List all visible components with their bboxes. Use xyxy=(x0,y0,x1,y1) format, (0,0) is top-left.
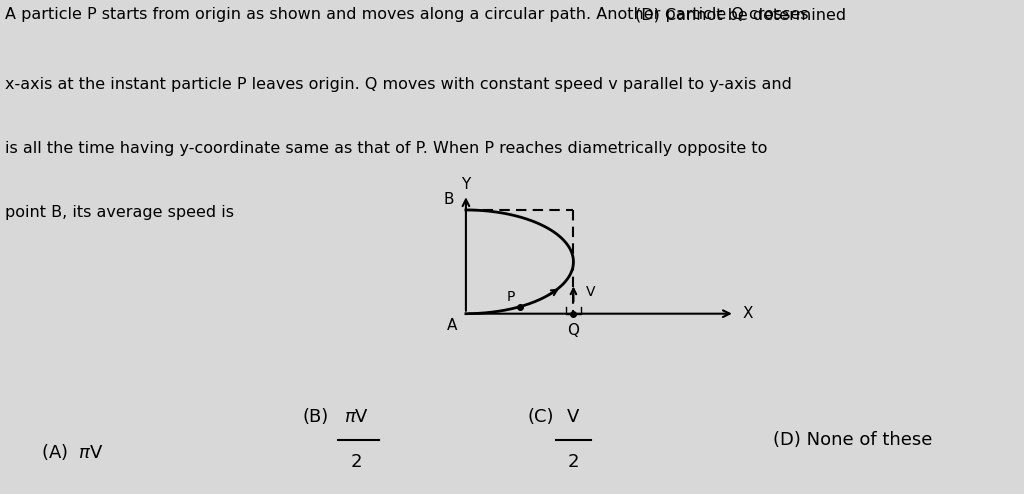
Text: Y: Y xyxy=(461,177,471,192)
Text: point B, its average speed is: point B, its average speed is xyxy=(5,205,234,220)
Text: x-axis at the instant particle P leaves origin. Q moves with constant speed v pa: x-axis at the instant particle P leaves … xyxy=(5,77,792,91)
Text: $\pi$V: $\pi$V xyxy=(344,409,369,426)
Text: (A)  $\pi$V: (A) $\pi$V xyxy=(41,442,103,462)
Text: B: B xyxy=(443,193,454,207)
Text: (D) None of these: (D) None of these xyxy=(773,431,933,449)
Text: is all the time having y-coordinate same as that of P. When P reaches diametrica: is all the time having y-coordinate same… xyxy=(5,141,768,156)
Text: V: V xyxy=(586,285,595,299)
Text: V: V xyxy=(567,409,580,426)
Text: Q: Q xyxy=(567,323,580,337)
Text: 2: 2 xyxy=(350,453,362,471)
Text: (B): (B) xyxy=(302,409,329,426)
Text: A: A xyxy=(447,318,458,332)
Text: (C): (C) xyxy=(527,409,554,426)
Text: 2: 2 xyxy=(567,453,580,471)
Text: A particle P starts from origin as shown and moves along a circular path. Anothe: A particle P starts from origin as shown… xyxy=(5,7,809,22)
Text: (D) Cannot be determined: (D) Cannot be determined xyxy=(635,7,846,22)
Text: P: P xyxy=(506,290,514,304)
Text: X: X xyxy=(743,306,754,321)
